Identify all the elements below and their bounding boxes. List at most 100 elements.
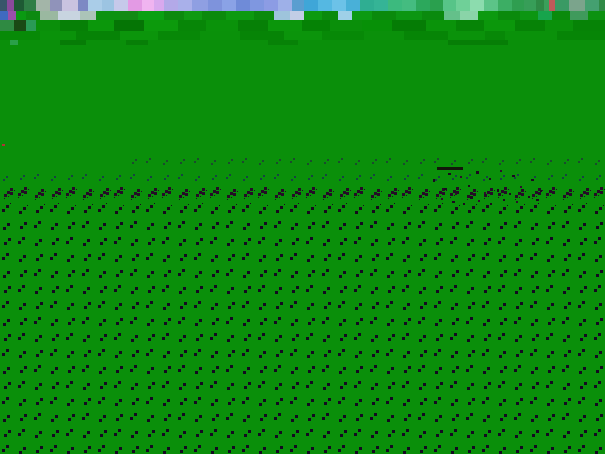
dot-mark xyxy=(290,257,293,260)
glitch-block xyxy=(148,40,268,45)
dot-mark xyxy=(84,306,87,309)
dot-mark xyxy=(100,290,103,293)
dot-mark xyxy=(451,259,454,262)
glitch-block xyxy=(226,11,254,20)
noise-dot xyxy=(531,179,534,181)
dot-mark xyxy=(482,161,484,163)
dot-mark xyxy=(418,369,421,372)
glitch-block xyxy=(154,0,164,11)
dot-mark xyxy=(498,241,501,244)
dot-mark xyxy=(580,194,583,197)
dot-mark xyxy=(354,433,357,436)
noise-dot xyxy=(528,196,530,198)
glitch-block xyxy=(120,11,138,20)
dot-mark xyxy=(436,434,439,437)
glitch-block xyxy=(158,31,200,40)
dot-mark xyxy=(548,370,551,373)
dot-mark xyxy=(35,291,38,294)
noise-dot xyxy=(516,201,518,203)
dot-mark xyxy=(548,418,551,421)
glitch-block xyxy=(36,20,60,31)
dot-mark xyxy=(3,419,6,422)
dot-mark xyxy=(307,307,310,310)
dot-mark xyxy=(580,386,583,389)
glitch-block xyxy=(364,31,404,40)
glitch-block xyxy=(238,20,268,31)
dot-mark xyxy=(451,355,454,358)
dot-mark xyxy=(386,401,389,404)
dot-mark xyxy=(292,386,295,389)
glitch-block xyxy=(114,20,144,31)
dot-mark xyxy=(146,209,149,212)
dot-mark xyxy=(402,241,405,244)
dot-mark xyxy=(162,385,165,388)
dot-mark xyxy=(404,274,407,277)
dot-mark xyxy=(548,178,550,180)
dot-mark xyxy=(226,321,229,324)
dot-mark xyxy=(292,434,295,437)
dot-mark xyxy=(452,322,455,325)
dot-mark xyxy=(339,371,342,374)
dot-mark xyxy=(563,195,566,198)
glitch-block xyxy=(508,40,605,45)
dot-mark xyxy=(130,417,133,420)
dot-mark xyxy=(147,275,150,278)
glitch-block xyxy=(208,0,222,11)
noise-dot xyxy=(478,200,480,202)
dot-mark xyxy=(276,258,279,261)
dot-mark xyxy=(548,226,551,229)
dot-mark xyxy=(404,226,407,229)
dot-mark xyxy=(4,434,7,437)
dot-mark xyxy=(98,209,101,212)
dot-mark xyxy=(467,195,470,198)
dot-mark xyxy=(291,275,294,278)
glitch-block xyxy=(352,11,372,20)
glitch-block xyxy=(40,11,58,20)
dot-mark xyxy=(386,353,389,356)
dot-mark xyxy=(164,370,167,373)
dot-mark xyxy=(578,449,581,452)
dot-mark xyxy=(418,225,421,228)
glitch-block xyxy=(443,0,456,11)
dot-mark xyxy=(323,435,326,438)
dot-mark xyxy=(258,433,261,436)
glitch-block xyxy=(102,0,114,11)
dot-mark xyxy=(308,178,310,180)
dot-mark xyxy=(194,401,197,404)
dot-mark xyxy=(323,291,326,294)
dot-mark xyxy=(402,193,405,196)
dot-mark xyxy=(115,259,118,262)
dot-mark xyxy=(307,451,310,454)
dot-mark xyxy=(596,370,599,373)
dot-mark xyxy=(195,179,197,181)
dot-mark xyxy=(212,226,215,229)
dot-mark xyxy=(82,417,85,420)
dot-mark xyxy=(180,450,183,453)
dot-mark xyxy=(68,178,70,180)
dot-mark xyxy=(4,338,7,341)
dot-mark xyxy=(578,305,581,308)
dot-mark xyxy=(83,291,86,294)
dot-mark xyxy=(468,402,471,405)
dot-mark xyxy=(130,369,133,372)
dot-mark xyxy=(146,161,148,163)
dot-mark xyxy=(356,274,359,277)
dot-mark xyxy=(355,403,358,406)
dot-mark xyxy=(531,275,534,278)
dot-mark xyxy=(498,385,501,388)
dot-mark xyxy=(436,290,439,293)
dot-mark xyxy=(594,337,597,340)
glitch-block xyxy=(470,0,484,11)
dot-mark xyxy=(196,242,199,245)
dot-mark xyxy=(483,419,486,422)
dot-mark xyxy=(324,450,327,453)
dot-mark xyxy=(530,209,533,212)
dot-mark xyxy=(148,194,151,197)
dot-mark xyxy=(210,337,213,340)
dot-mark xyxy=(340,242,343,245)
dot-mark xyxy=(482,401,485,404)
dot-mark xyxy=(467,339,470,342)
dot-mark xyxy=(3,179,5,181)
dot-mark xyxy=(66,433,69,436)
dot-mark xyxy=(3,227,6,230)
